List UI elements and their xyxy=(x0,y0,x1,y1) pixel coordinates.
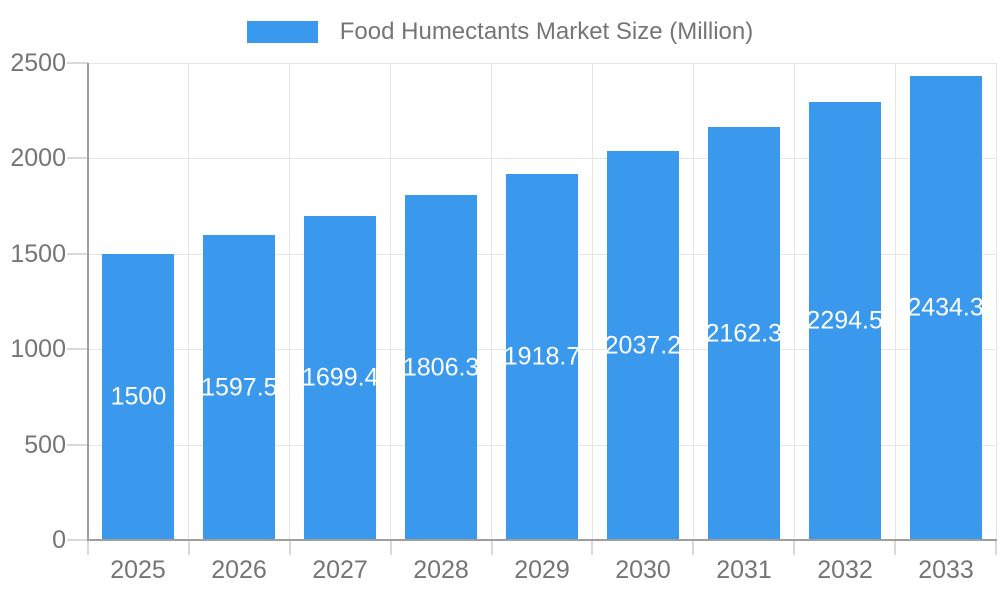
x-axis-label: 2028 xyxy=(413,556,469,584)
x-axis-label: 2031 xyxy=(716,556,772,584)
x-axis-tick xyxy=(87,540,89,555)
y-axis-label: 500 xyxy=(24,431,66,459)
y-axis-tick xyxy=(67,62,88,64)
x-axis-tick xyxy=(692,540,694,555)
bar-value-label: 1918.7 xyxy=(503,342,581,371)
bar[interactable] xyxy=(708,127,780,540)
y-axis-tick xyxy=(67,444,88,446)
gridline-vertical xyxy=(895,63,896,540)
x-axis-tick xyxy=(289,540,291,555)
bar-value-label: 1699.4 xyxy=(301,363,379,392)
gridline-horizontal xyxy=(88,63,996,64)
plot-area: 0 500 1000 1500 2000 2500 1500 2025 1597.5 2026 16… xyxy=(10,51,997,584)
y-axis-label: 2000 xyxy=(10,144,66,172)
x-axis-tick xyxy=(390,540,392,555)
legend-label: Food Humectants Market Size (Million) xyxy=(339,18,754,45)
x-axis-tick xyxy=(793,540,795,555)
y-axis-label: 1000 xyxy=(10,335,66,363)
x-axis-tick xyxy=(894,540,896,555)
y-axis-label: 2500 xyxy=(10,49,66,77)
x-axis-label: 2027 xyxy=(312,556,368,584)
gridline-vertical xyxy=(188,63,189,540)
bar-value-label: 1806.3 xyxy=(402,353,480,382)
bar[interactable] xyxy=(102,254,174,540)
y-axis-tick xyxy=(67,157,88,159)
gridline-vertical xyxy=(693,63,694,540)
x-axis-tick xyxy=(591,540,593,555)
y-axis-label: 1500 xyxy=(10,240,66,268)
gridline-vertical xyxy=(996,63,997,540)
x-axis-line xyxy=(87,539,997,541)
y-axis-tick xyxy=(67,348,88,350)
bar[interactable] xyxy=(506,174,578,540)
bar[interactable] xyxy=(405,195,477,540)
legend-item[interactable]: Food Humectants Market Size (Million) xyxy=(0,14,1000,50)
x-axis-tick xyxy=(188,540,190,555)
bar[interactable] xyxy=(910,76,982,540)
gridline-vertical xyxy=(592,63,593,540)
bar-value-label: 2294.5 xyxy=(806,306,883,335)
x-axis-tick xyxy=(995,540,997,555)
x-axis-label: 2029 xyxy=(514,556,570,584)
x-axis-label: 2032 xyxy=(817,556,873,584)
bar-value-label: 2162.3 xyxy=(705,319,782,348)
gridline-vertical xyxy=(794,63,795,540)
legend-swatch xyxy=(246,21,318,43)
bar[interactable] xyxy=(809,102,881,540)
gridline-vertical xyxy=(491,63,492,540)
x-axis-label: 2025 xyxy=(110,556,166,584)
y-axis-tick xyxy=(67,539,88,541)
x-axis-label: 2030 xyxy=(615,556,671,584)
x-axis-label: 2033 xyxy=(918,556,974,584)
x-axis-label: 2026 xyxy=(211,556,267,584)
y-axis-tick xyxy=(67,253,88,255)
bar-value-label: 2037.2 xyxy=(604,331,682,360)
y-axis-line xyxy=(87,63,89,540)
bar[interactable] xyxy=(304,216,376,540)
gridline-vertical xyxy=(390,63,391,540)
bar-value-label: 1500 xyxy=(110,382,167,411)
bar[interactable] xyxy=(203,235,275,540)
bar[interactable] xyxy=(607,151,679,540)
bar-value-label: 2434.3 xyxy=(907,293,984,322)
bar-value-label: 1597.5 xyxy=(201,373,278,402)
gridline-vertical xyxy=(289,63,290,540)
y-axis-label: 0 xyxy=(52,526,66,554)
gridline-horizontal xyxy=(88,158,996,159)
x-axis-tick xyxy=(491,540,493,555)
